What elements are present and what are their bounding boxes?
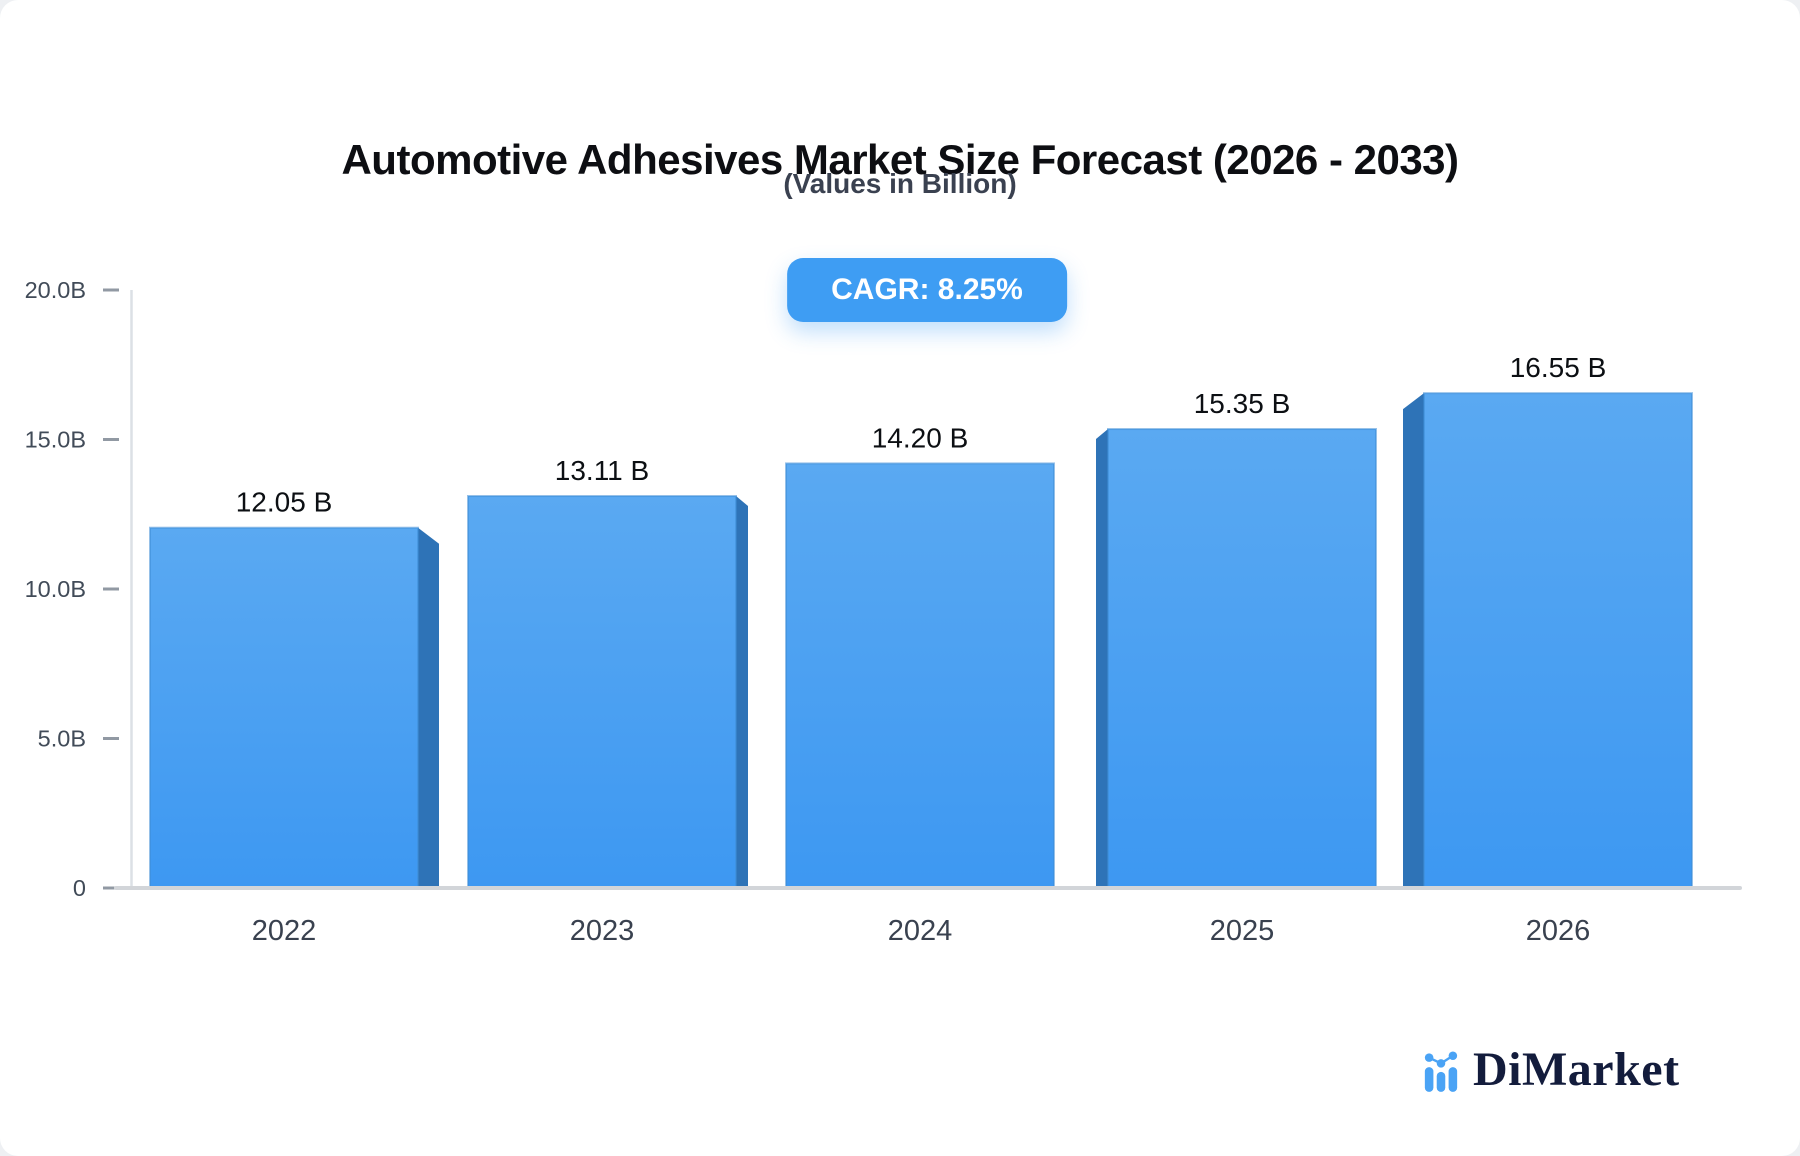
y-tick-label: 0: [73, 875, 86, 901]
bar-2025: [1107, 428, 1377, 889]
x-tick-label-2022: 2022: [252, 915, 317, 947]
logo-dot: [1448, 1051, 1458, 1061]
cagr-badge: CAGR: 8.25%: [787, 258, 1067, 322]
bar-value-label-2022: 12.05 B: [236, 487, 333, 518]
brand-logo: DiMarket: [1422, 1043, 1680, 1096]
x-tick-label-2025: 2025: [1210, 915, 1275, 947]
bar-value-label-2023: 13.11 B: [555, 455, 649, 486]
x-axis-baseline: [114, 886, 1742, 890]
logo-dot: [1436, 1059, 1446, 1068]
y-tick-label: 20.0B: [25, 277, 86, 303]
bar-2022-side-face: [418, 527, 439, 888]
logo-bar: [1448, 1067, 1458, 1092]
bar-2023-side-face: [736, 496, 748, 888]
x-tick-label-2024: 2024: [888, 915, 953, 947]
mini-bar-line-chart-icon: [1424, 1051, 1458, 1092]
logo-dot: [1424, 1053, 1434, 1062]
bar-value-label-2026: 16.55 B: [1510, 352, 1607, 383]
bar-2026: [1423, 392, 1693, 889]
bar-2025-side-face: [1096, 429, 1108, 888]
y-tick-label: 5.0B: [38, 726, 86, 752]
bar-value-label-2024: 14.20 B: [872, 422, 969, 453]
x-tick-label-2023: 2023: [570, 915, 635, 947]
bar-2023: [467, 495, 737, 889]
logo-bar: [1424, 1067, 1434, 1092]
chart-subtitle: (Values in Billion): [783, 168, 1017, 199]
bar-2022: [149, 526, 419, 890]
y-tick-label: 10.0B: [25, 576, 86, 602]
bar-value-label-2025: 15.35 B: [1194, 388, 1291, 419]
x-tick-label-2026: 2026: [1526, 915, 1591, 947]
brand-name: DiMarket: [1473, 1043, 1680, 1096]
chart-title: Automotive Adhesives Market Size Forecas…: [341, 136, 1459, 184]
logo-bar: [1436, 1071, 1446, 1092]
bar-2024: [785, 462, 1055, 889]
y-tick-label: 15.0B: [25, 427, 86, 453]
bar-2026-side-face: [1403, 393, 1424, 888]
